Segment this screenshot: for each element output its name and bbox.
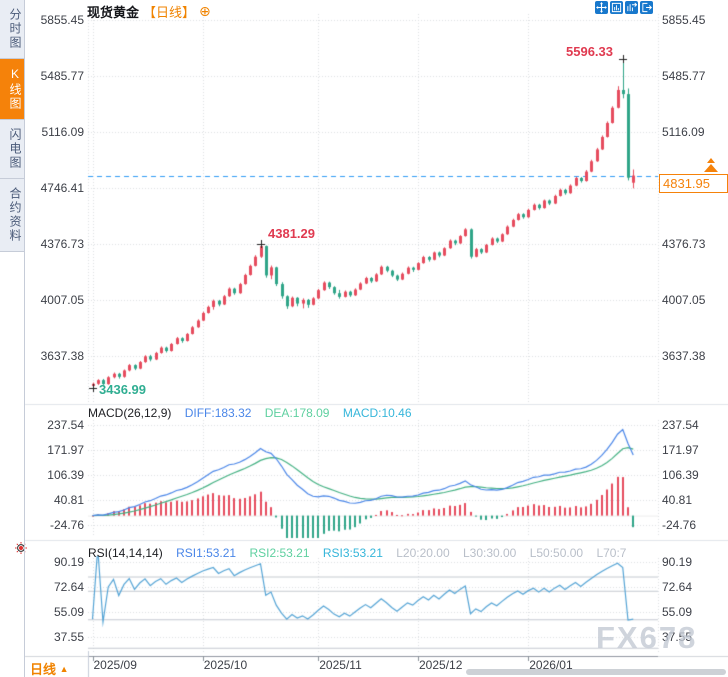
main-y-label-right: 5855.45: [662, 13, 706, 27]
macd-y-label-left: 171.97: [47, 443, 84, 457]
annotation-high: 5596.33: [566, 44, 613, 59]
macd-y-label-right: 40.81: [662, 493, 693, 507]
main-y-label-left: 3637.38: [40, 349, 84, 363]
x-axis-label: 2025/12: [419, 658, 463, 672]
rsi-y-label-left: 37.55: [53, 630, 84, 644]
macd-title: MACD(26,12,9): [88, 406, 172, 420]
rsi3-value: RSI3:53.21: [322, 546, 383, 560]
rsi-l50-label: L50:50.00: [529, 546, 584, 560]
macd-y-label-left: 237.54: [47, 418, 84, 432]
main-y-label-left: 4376.73: [40, 237, 84, 251]
sidebar-item-2[interactable]: 闪电图: [0, 120, 24, 179]
macd-dea-value: DEA:178.09: [264, 406, 330, 420]
main-y-label-left: 5485.77: [40, 69, 84, 83]
chart-toolbar: [595, 1, 653, 14]
watermark: FX678: [596, 620, 698, 655]
period-tag: 【日线】: [143, 5, 196, 20]
main-y-label-left: 5116.09: [41, 125, 85, 139]
macd-value: MACD:10.46: [342, 406, 412, 420]
macd-y-label-left: -24.76: [49, 518, 84, 532]
main-y-label-right: 5485.77: [662, 69, 706, 83]
main-y-label-left: 4007.05: [40, 293, 84, 307]
fit-chart-icon[interactable]: [610, 1, 623, 14]
main-y-label-right: 4007.05: [662, 293, 706, 307]
main-y-label-right: 3637.38: [662, 349, 706, 363]
macd-y-label-left: 40.81: [53, 493, 84, 507]
chart-header: 现货黄金 【日线】 ⊕: [87, 2, 211, 21]
macd-y-label-right: -24.76: [662, 518, 697, 532]
sidebar-item-3[interactable]: 合约资料: [0, 179, 24, 252]
scale-chart-icon[interactable]: [625, 1, 638, 14]
sidebar-item-1[interactable]: K线图: [0, 59, 24, 120]
x-axis-label: 2025/10: [203, 658, 248, 672]
annotation-low: 3436.99: [99, 382, 146, 397]
main-y-label-right: 5116.09: [662, 125, 705, 139]
rsi-y-label-right: 72.64: [662, 580, 693, 594]
sidebar-items: 分时图 K线图 闪电图 合约资料: [0, 0, 24, 252]
rsi-header: RSI(14,14,14) RSI1:53.21 RSI2:53.21 RSI3…: [88, 546, 656, 560]
rsi-title: RSI(14,14,14): [88, 546, 163, 560]
rsi-y-label-left: 90.19: [53, 555, 84, 569]
x-axis-label: 2026/01: [529, 658, 573, 672]
main-y-label-left: 4746.41: [40, 181, 84, 195]
x-axis-label: 2025/11: [319, 658, 362, 672]
annotation-local-high: 4381.29: [268, 226, 315, 241]
rsi1-value: RSI1:53.21: [176, 546, 237, 560]
period-selector[interactable]: 日线 ▲: [30, 659, 69, 677]
rsi-y-label-right: 90.19: [662, 555, 693, 569]
rsi-y-label-left: 55.09: [53, 605, 84, 619]
period-selector-label: 日线: [30, 662, 57, 677]
macd-y-label-right: 237.54: [662, 418, 699, 432]
main-y-label-left: 5855.45: [40, 13, 84, 27]
rsi-y-label-right: 55.09: [662, 605, 693, 619]
macd-y-label-left: 106.39: [47, 468, 84, 482]
symbol-title: 现货黄金: [87, 5, 140, 20]
rsi-l70-label: L70:7: [596, 546, 627, 560]
current-price-tag: 4831.95: [659, 174, 728, 193]
horizontal-scrollbar-thumb[interactable]: [466, 669, 726, 675]
rsi-y-label-left: 72.64: [53, 580, 84, 594]
exit-icon[interactable]: [640, 1, 653, 14]
macd-y-label-right: 106.39: [662, 468, 699, 482]
pan-icon[interactable]: [595, 1, 608, 14]
sidebar: 分时图 K线图 闪电图 合约资料: [0, 0, 25, 677]
rsi2-value: RSI2:53.21: [249, 546, 310, 560]
chevron-up-icon: ▲: [59, 664, 69, 674]
rsi-l20-label: L20:20.00: [396, 546, 450, 560]
rsi-l30-label: L30:30.00: [462, 546, 517, 560]
sidebar-item-0[interactable]: 分时图: [0, 0, 24, 59]
x-axis-label: 2025/09: [93, 658, 137, 672]
macd-diff-value: DIFF:183.32: [184, 406, 252, 420]
main-y-label-right: 4376.73: [662, 237, 706, 251]
macd-y-label-right: 171.97: [662, 443, 699, 457]
price-alert-marker: [703, 158, 719, 173]
settings-plus-icon[interactable]: ⊕: [199, 3, 211, 19]
rsi-y-label-right: 37.55: [662, 630, 693, 644]
macd-header: MACD(26,12,9) DIFF:183.32 DEA:178.09 MAC…: [88, 406, 656, 420]
